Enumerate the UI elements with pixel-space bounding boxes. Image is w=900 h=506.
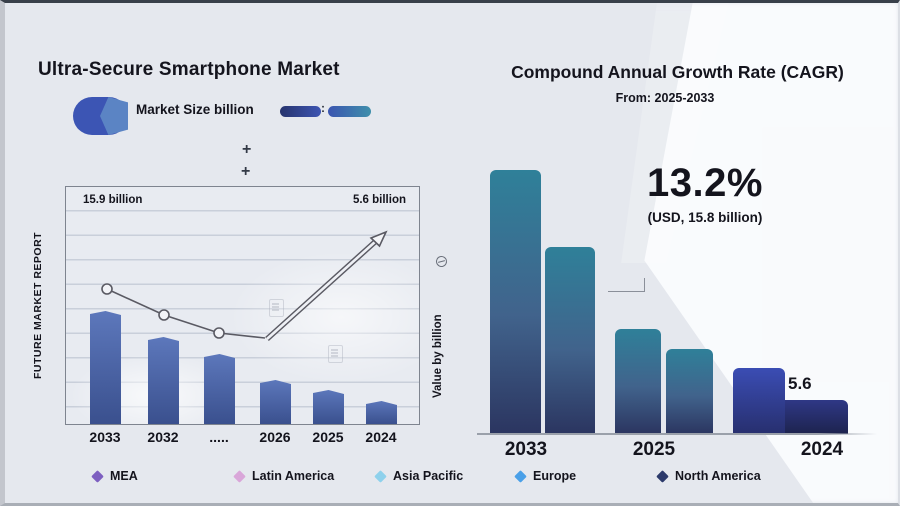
bar-value-annotation: 5.6 — [788, 374, 812, 393]
value-label-right: 5.6 billion — [352, 194, 406, 206]
left-x-label: 2025 — [312, 429, 344, 445]
legend-label: Europe — [533, 469, 577, 483]
left-bar-2024 — [366, 401, 397, 424]
right-x-label: 2024 — [800, 439, 844, 460]
legend-diamond-icon — [656, 469, 669, 483]
left-bar-2026 — [260, 380, 291, 424]
right-bar-2025-b — [666, 349, 713, 434]
right-x-label: 2025 — [632, 439, 676, 460]
clipboard-watermark-icon — [328, 345, 343, 363]
right-bar-2033-b — [545, 247, 595, 434]
cagr-note: (USD, 15.8 billion) — [647, 210, 763, 225]
legend-label: Latin America — [252, 469, 335, 483]
legend-diamond-icon — [91, 469, 104, 483]
group-bracket-line — [608, 278, 645, 292]
left-bar-2025 — [313, 390, 344, 424]
line-marker — [213, 327, 225, 339]
plus-mark-icon: + — [242, 141, 252, 158]
legend-pill-teal — [328, 106, 371, 117]
right-bar-2024-b — [785, 400, 848, 434]
legend-item-asia-pacific: Asia Pacific — [374, 469, 464, 483]
left-x-axis-labels: 2033 2032..... 2026 2025 2024 — [65, 429, 420, 447]
right-chart-subtitle: From: 2025-2033 — [615, 91, 715, 105]
legend-diamond-icon — [374, 469, 387, 483]
legend-item-mea: MEA — [91, 469, 138, 483]
left-x-label: 2026 — [259, 429, 291, 445]
left-bar-2032 — [148, 337, 179, 424]
circle-minus-icon — [434, 254, 449, 269]
legend-pill-dark — [280, 106, 321, 117]
clipboard-watermark-icon — [269, 299, 284, 317]
left-bar-chart: 15.9 billion 5.6 billion — [65, 186, 420, 425]
right-x-label: 2033 — [504, 439, 548, 460]
legend-label: MEA — [110, 469, 138, 483]
series-label: Market Size billion — [136, 102, 254, 117]
legend-label: North America — [675, 469, 761, 483]
line-marker — [158, 309, 170, 321]
plus-mark-icon: + — [241, 163, 251, 180]
right-bar-2033-a — [490, 170, 541, 434]
right-bar-2025-a — [615, 329, 661, 434]
legend-item-europe: Europe — [514, 469, 577, 483]
left-x-label: 2033 — [89, 429, 121, 445]
left-x-label: 2024 — [365, 429, 397, 445]
left-bar-..... — [204, 354, 235, 424]
trend-line-and-arrow — [101, 230, 388, 342]
arrow-head-icon — [369, 230, 388, 248]
value-label-left: 15.9 billion — [83, 194, 143, 206]
legend-diamond-icon — [514, 469, 527, 483]
right-x-axis-line — [477, 433, 877, 435]
page-title: Ultra-Secure Smartphone Market — [38, 59, 340, 80]
market-size-cylinder-icon — [73, 97, 128, 135]
legend-item-latin-america: Latin America — [233, 469, 335, 483]
left-chart-y-axis-label: FUTURE MARKET REPORT — [32, 231, 44, 380]
cagr-value: 13.2% — [647, 161, 763, 205]
left-bar-2033 — [90, 311, 121, 424]
right-bar-2024-a — [733, 368, 785, 434]
left-bars-group — [66, 187, 419, 424]
legend-diamond-icon — [233, 469, 246, 483]
right-chart-y-axis-label: Value by billion — [432, 314, 444, 398]
left-x-label: 2032 — [147, 429, 179, 445]
right-chart-title: Compound Annual Growth Rate (CAGR) — [511, 62, 844, 82]
legend-item-north-america: North America — [656, 469, 761, 483]
line-marker — [101, 283, 113, 295]
left-x-label: ..... — [209, 429, 229, 445]
pill-separator: : — [321, 101, 325, 115]
legend-label: Asia Pacific — [393, 469, 464, 483]
